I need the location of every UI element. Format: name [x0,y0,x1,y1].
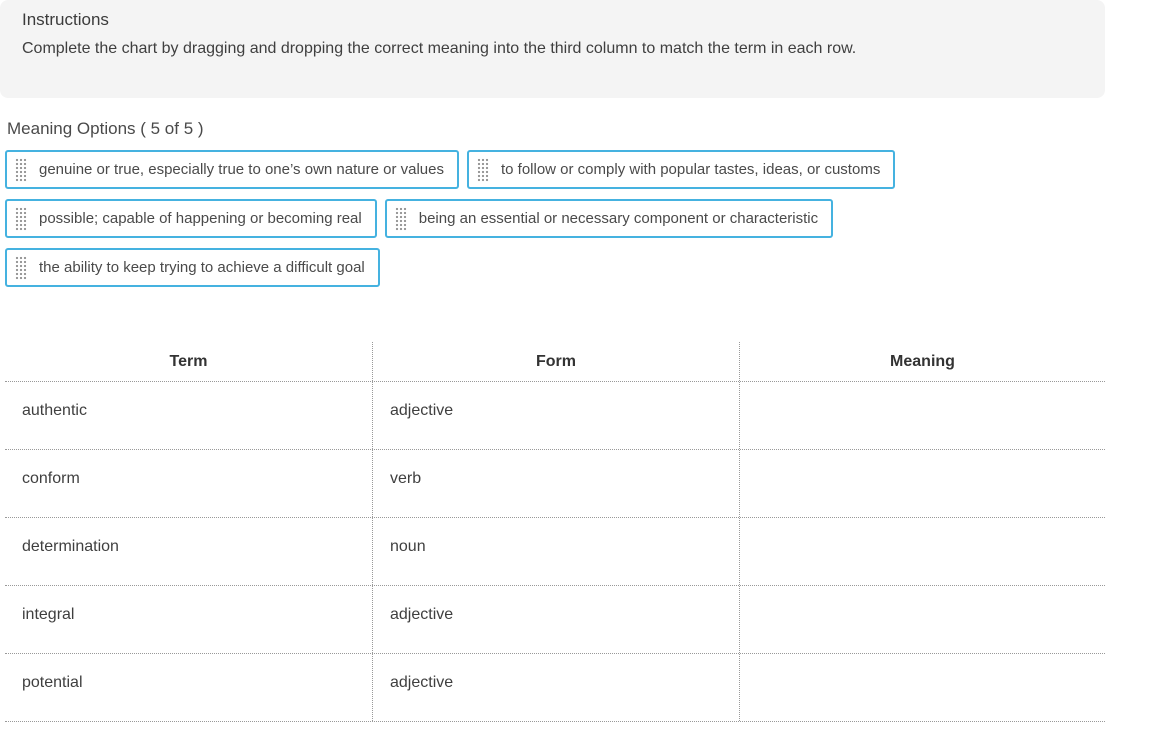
table-row: potential adjective [5,654,1105,722]
form-cell: noun [372,518,739,585]
meaning-option-text: to follow or comply with popular tastes,… [500,161,881,178]
drag-handle-icon[interactable] [476,157,489,182]
meaning-option[interactable]: possible; capable of happening or becomi… [5,199,377,238]
drag-handle-icon[interactable] [15,255,27,280]
meaning-options-label: Meaning Options ( 5 of 5 ) [7,119,204,138]
meaning-option-text: genuine or true, especially true to one’… [39,161,444,178]
meaning-dropzone[interactable] [739,518,1105,585]
table-header-term: Term [169,352,208,370]
term-cell: authentic [22,402,87,419]
meaning-option[interactable]: the ability to keep trying to achieve a … [5,248,380,287]
drag-handle-icon[interactable] [394,206,407,231]
meaning-dropzone[interactable] [739,586,1105,653]
form-cell: adjective [372,586,739,653]
instructions-title: Instructions [22,10,109,29]
meaning-dropzone[interactable] [739,450,1105,517]
term-cell: conform [22,470,80,487]
table-row: determination noun [5,518,1105,586]
table-header-row: Term Form Meaning [5,342,1105,382]
meaning-option[interactable]: to follow or comply with popular tastes,… [466,150,896,189]
meaning-options-list: genuine or true, especially true to one’… [5,150,1105,287]
instructions-panel: Instructions Complete the chart by dragg… [0,0,1105,98]
table-row: conform verb [5,450,1105,518]
form-cell: adjective [372,654,739,721]
matching-table: Term Form Meaning authentic adjective co… [5,342,1105,722]
table-row: authentic adjective [5,382,1105,450]
drag-handle-icon[interactable] [15,206,27,231]
meaning-option[interactable]: being an essential or necessary componen… [384,199,834,238]
drag-handle-icon[interactable] [15,157,27,182]
meaning-option[interactable]: genuine or true, especially true to one’… [5,150,459,189]
term-cell: potential [22,674,83,691]
meaning-dropzone[interactable] [739,382,1105,449]
table-header-meaning: Meaning [739,342,1105,381]
meaning-option-text: the ability to keep trying to achieve a … [39,259,365,276]
term-cell: integral [22,606,75,623]
term-cell: determination [22,538,119,555]
instructions-body: Complete the chart by dragging and dropp… [22,40,857,57]
table-header-form: Form [372,342,739,381]
meaning-option-text: being an essential or necessary componen… [418,210,819,227]
table-row: integral adjective [5,586,1105,654]
meaning-option-text: possible; capable of happening or becomi… [39,210,362,227]
form-cell: adjective [372,382,739,449]
meaning-dropzone[interactable] [739,654,1105,721]
form-cell: verb [372,450,739,517]
